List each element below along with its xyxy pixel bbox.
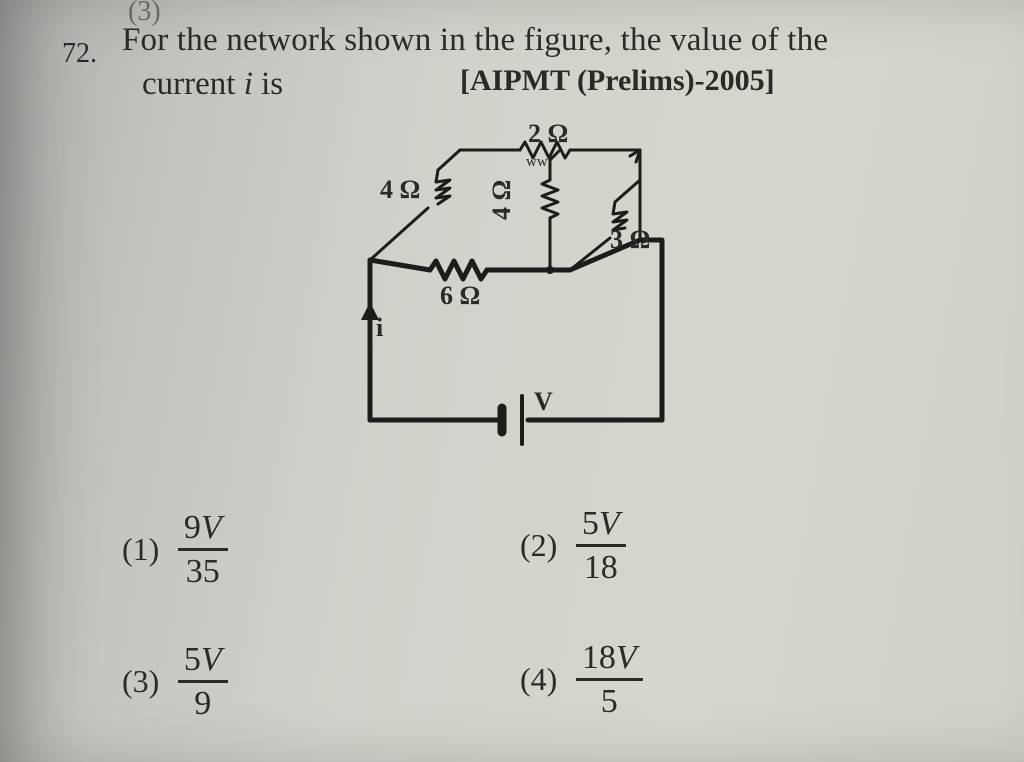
option-2-fraction: 5V 18 — [576, 506, 626, 585]
source-tag: [AIPMT (Prelims)-2005] — [460, 64, 775, 98]
label-voltage-v: V — [534, 387, 553, 416]
label-4ohm-mid: 4 Ω — [487, 180, 516, 220]
option-2-label: (2) — [520, 527, 557, 563]
circuit-svg: 2 Ω 4 Ω 4 Ω 3 Ω 6 Ω i V ww — [310, 120, 730, 460]
circuit-diagram: 2 Ω 4 Ω 4 Ω 3 Ω 6 Ω i V ww — [310, 120, 730, 460]
option-1-label: (1) — [122, 531, 159, 567]
option-1[interactable]: (1) 9V 35 — [122, 510, 228, 589]
option-4[interactable]: (4) 18V 5 — [520, 640, 643, 719]
option-4-fraction: 18V 5 — [576, 640, 643, 719]
label-3ohm: 3 Ω — [610, 225, 650, 254]
page: (3) 72. For the network shown in the fig… — [0, 0, 1024, 762]
label-ww: ww — [526, 154, 548, 170]
qtext-pre: current — [142, 66, 244, 102]
current-symbol: i — [244, 66, 253, 102]
option-3-fraction: 5V 9 — [178, 642, 228, 721]
label-6ohm: 6 Ω — [440, 281, 480, 310]
question-text-line-1: For the network shown in the figure, the… — [122, 22, 992, 59]
label-current-i: i — [376, 313, 383, 342]
qtext-post: is — [253, 66, 283, 102]
option-3-label: (3) — [122, 663, 159, 699]
label-2ohm: 2 Ω — [528, 120, 568, 148]
question-text-line-2: current i is — [142, 66, 283, 103]
option-2[interactable]: (2) 5V 18 — [520, 506, 626, 585]
question-number: 72. — [62, 38, 97, 70]
label-4ohm-left: 4 Ω — [380, 175, 420, 204]
option-3[interactable]: (3) 5V 9 — [122, 642, 228, 721]
option-1-fraction: 9V 35 — [178, 510, 228, 589]
option-4-label: (4) — [520, 661, 557, 697]
